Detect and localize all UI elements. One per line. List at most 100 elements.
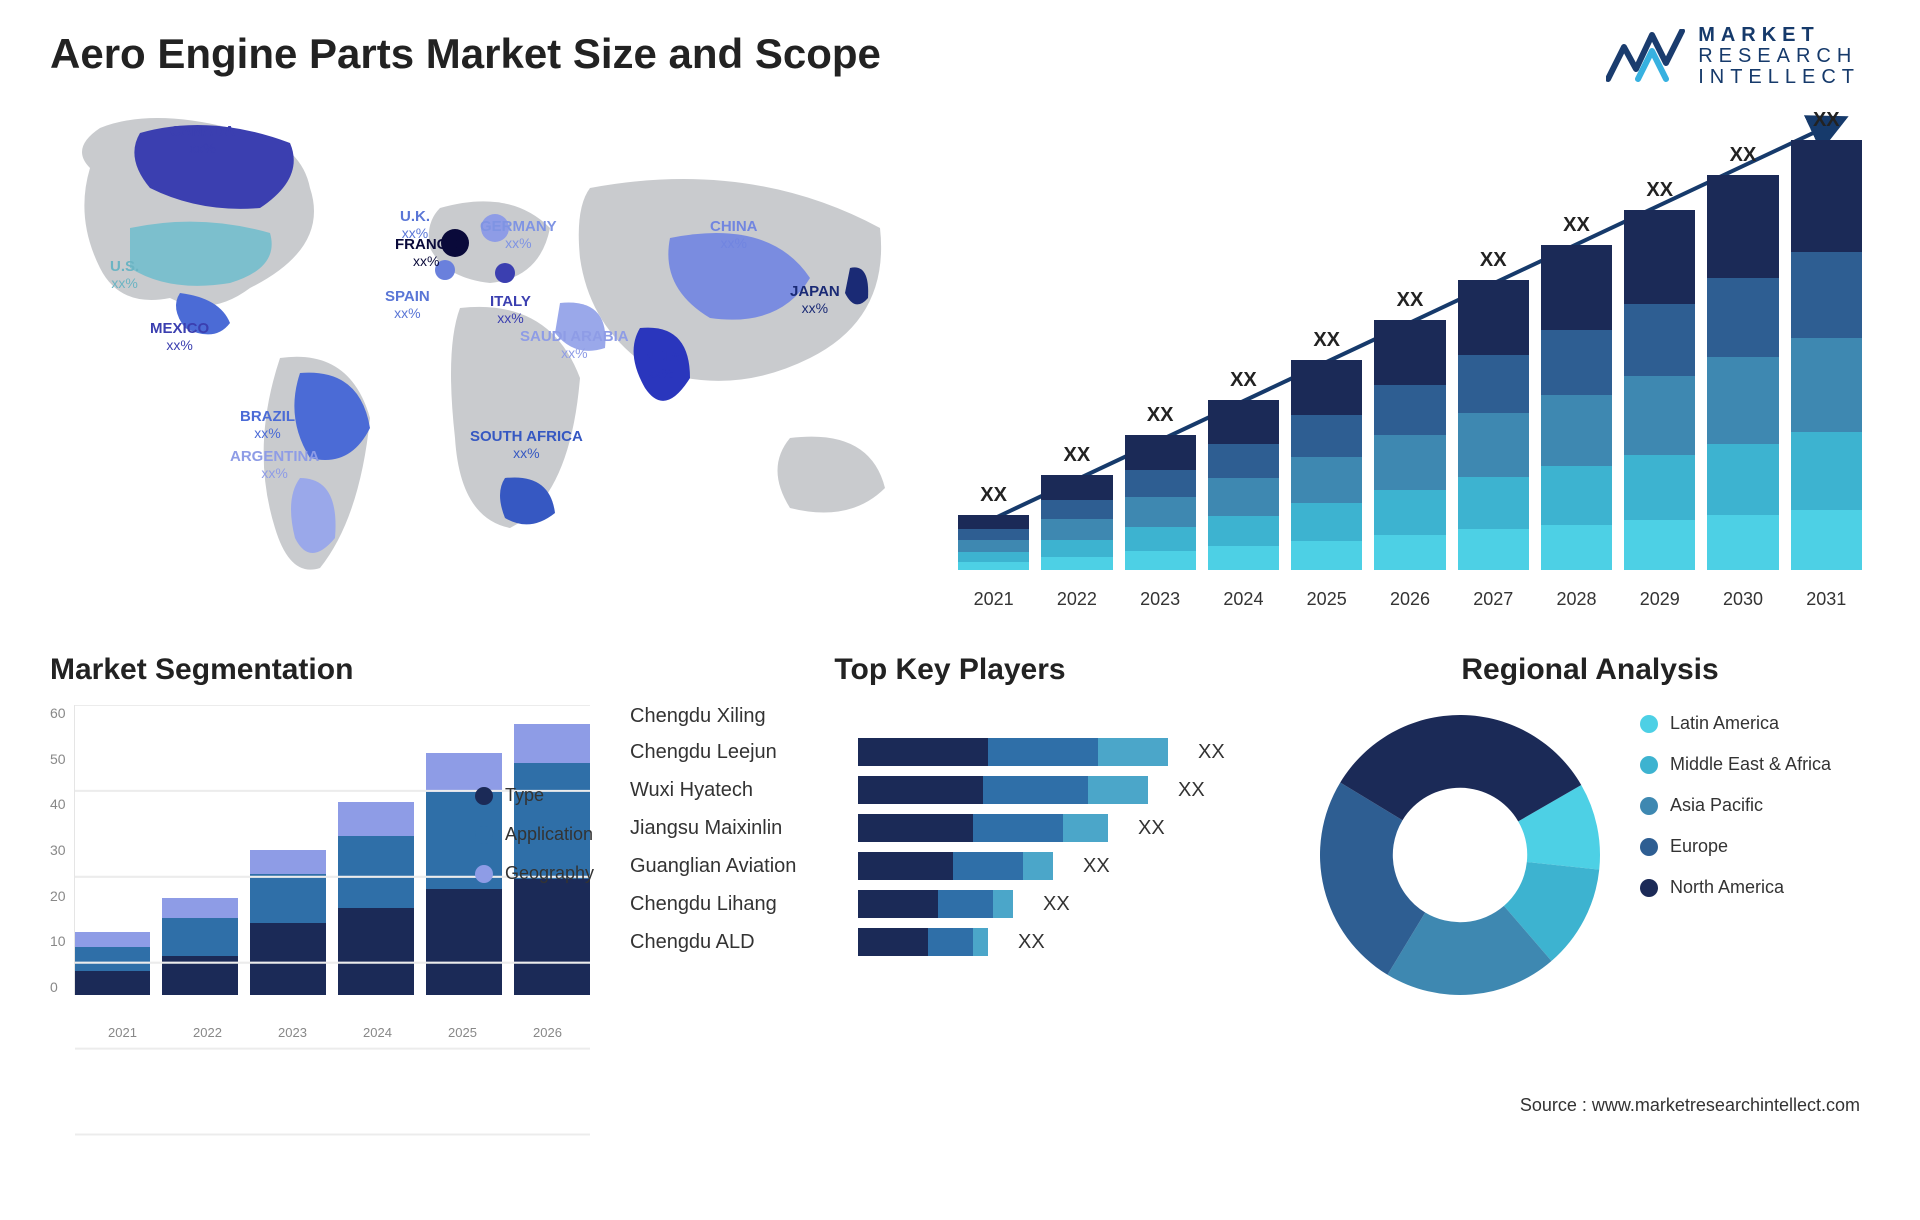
segmentation-legend: Type Application Geography [475,785,594,884]
player-row: Wuxi Hyatech XX [630,776,1270,804]
logo-mark-icon [1606,29,1686,84]
big-bar-value: XX [1707,144,1778,167]
seg-bar-2021 [75,932,151,995]
big-bar-year: 2022 [1041,589,1112,610]
logo-line1: MARKET [1698,25,1860,46]
player-name: Chengdu Xiling [630,705,840,728]
map-label-france: FRANCExx% [395,236,458,269]
player-row: Guanglian AviationXX [630,852,1270,880]
segmentation-panel: Market Segmentation 0102030405060 TypeAp… [50,653,590,1053]
big-bar-2024: XX [1208,369,1279,570]
big-bar-2026: XX [1374,289,1445,570]
big-bar-value: XX [1791,109,1862,132]
segmentation-title: Market Segmentation [50,653,590,687]
regional-panel: Regional Analysis Latin America Middle Ea… [1310,653,1870,1053]
map-label-spain: SPAINxx% [385,288,430,321]
map-label-canada: CANADAxx% [170,123,235,156]
big-bar-value: XX [1458,249,1529,272]
seg-bar-2024 [338,802,414,995]
seg-legend-item: Geography [475,863,594,884]
player-value: XX [1178,779,1205,802]
seg-year: 2024 [335,1025,420,1040]
map-label-india: INDIAxx% [640,348,681,381]
big-bar-2023: XX [1125,404,1196,570]
big-bar-value: XX [1125,404,1196,427]
big-bar-2029: XX [1624,179,1695,570]
player-name: Chengdu ALD [630,931,840,954]
big-bar-year: 2029 [1624,589,1695,610]
big-bar-year: 2031 [1791,589,1862,610]
big-bar-year: 2023 [1125,589,1196,610]
big-bar-value: XX [958,484,1029,507]
region-legend-item: Europe [1640,836,1831,857]
big-bar-year: 2024 [1208,589,1279,610]
region-legend-item: Latin America [1640,713,1831,734]
big-bar-value: XX [1041,444,1112,467]
big-bar-2022: XX [1041,444,1112,570]
map-label-saudi-arabia: SAUDI ARABIAxx% [520,328,629,361]
map-label-china: CHINAxx% [710,218,758,251]
seg-year: 2026 [505,1025,590,1040]
map-label-brazil: BRAZILxx% [240,408,295,441]
player-value: XX [1018,931,1045,954]
player-bar [858,814,1108,842]
big-bar-year: 2027 [1458,589,1529,610]
player-row: Chengdu Xiling [630,705,1270,728]
player-bar [858,928,988,956]
big-bar-year: 2028 [1541,589,1612,610]
players-panel: Top Key Players Chengdu XilingChengdu Le… [630,653,1270,1053]
player-bar [858,738,1168,766]
player-row: Chengdu Leejun XX [630,738,1270,766]
big-bar-2028: XX [1541,214,1612,570]
market-size-chart: XX XX XX XX XX XX XX XX XX XX XX 2021 2022 2023 2024 2… [950,98,1870,618]
map-label-argentina: ARGENTINAxx% [230,448,319,481]
regional-legend: Latin America Middle East & Africa Asia Pa… [1640,713,1831,898]
player-value: XX [1138,817,1165,840]
seg-year: 2023 [250,1025,335,1040]
big-bar-2025: XX [1291,329,1362,570]
player-row: Chengdu Lihang XX [630,890,1270,918]
player-name: Chengdu Lihang [630,893,840,916]
big-bar-year: 2030 [1707,589,1778,610]
world-map: CANADAxx% U.S.xx% MEXICOxx% BRAZILxx% ARGENT… [50,98,920,618]
player-bar [858,890,1013,918]
big-bar-value: XX [1291,329,1362,352]
player-name: Jiangsu Maixinlin [630,817,840,840]
big-bar-year: 2021 [958,589,1029,610]
big-bar-2031: XX [1791,109,1862,570]
player-name: Chengdu Leejun [630,741,840,764]
map-label-south-africa: SOUTH AFRICAxx% [470,428,583,461]
player-row: Jiangsu Maixinlin XX [630,814,1270,842]
big-bar-value: XX [1374,289,1445,312]
map-label-japan: JAPANxx% [790,283,840,316]
map-label-u-s-: U.S.xx% [110,258,139,291]
big-bar-2027: XX [1458,249,1529,570]
player-name: Wuxi Hyatech [630,779,840,802]
map-label-mexico: MEXICOxx% [150,320,209,353]
big-bar-value: XX [1624,179,1695,202]
player-value: XX [1043,893,1070,916]
seg-legend-item: Application [475,824,594,845]
seg-year: 2025 [420,1025,505,1040]
big-bar-2030: XX [1707,144,1778,570]
seg-bar-2022 [162,898,238,995]
seg-bar-2023 [250,850,326,995]
player-row: Chengdu ALD XX [630,928,1270,956]
regional-title: Regional Analysis [1310,653,1870,687]
regional-donut [1310,705,1610,1005]
region-legend-item: North America [1640,877,1831,898]
player-value: XX [1198,741,1225,764]
page-title: Aero Engine Parts Market Size and Scope [50,30,1870,78]
big-bar-value: XX [1208,369,1279,392]
player-value: XX [1083,855,1110,878]
big-bar-year: 2026 [1374,589,1445,610]
source-label: Source : www.marketresearchintellect.com [1520,1095,1860,1116]
seg-legend-item: Type [475,785,594,806]
region-legend-item: Asia Pacific [1640,795,1831,816]
player-bar [858,852,1053,880]
big-bar-2021: XX [958,484,1029,570]
big-bar-year: 2025 [1291,589,1362,610]
region-legend-item: Middle East & Africa [1640,754,1831,775]
player-bar [858,776,1148,804]
map-label-germany: GERMANYxx% [480,218,557,251]
